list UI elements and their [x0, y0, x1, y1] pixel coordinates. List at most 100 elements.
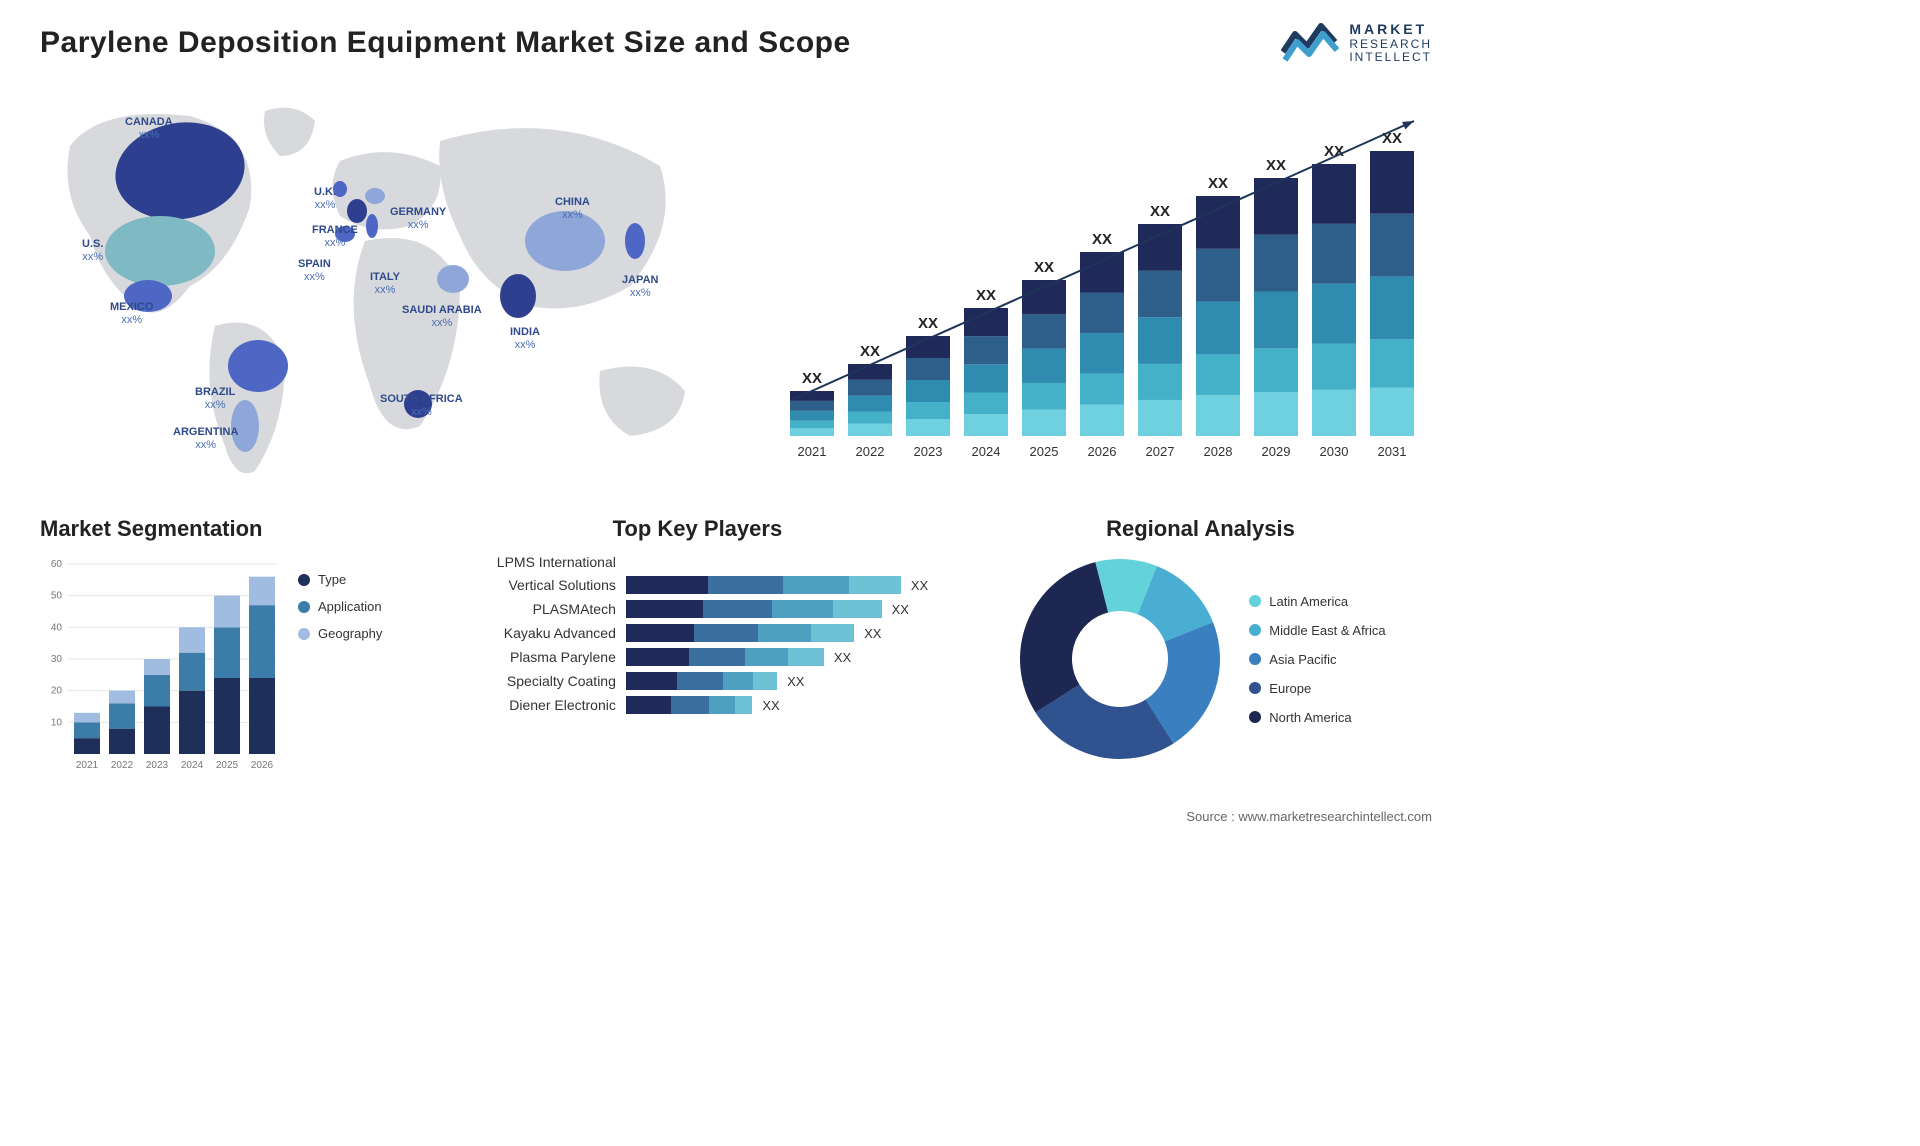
player-bar — [626, 576, 901, 594]
brand-logo: MARKET RESEARCH INTELLECT — [1281, 20, 1432, 66]
player-label: LPMS International — [466, 554, 626, 570]
svg-text:XX: XX — [1266, 157, 1286, 174]
map-label-germany: GERMANYxx% — [390, 206, 446, 232]
map-label-spain: SPAINxx% — [298, 258, 331, 284]
segmentation-panel: Market Segmentation 10203040506020212022… — [40, 516, 426, 779]
svg-text:30: 30 — [51, 654, 63, 665]
svg-text:XX: XX — [1150, 203, 1170, 220]
regional-legend-item: Europe — [1249, 681, 1385, 696]
svg-text:XX: XX — [1208, 175, 1228, 192]
logo-text-2: RESEARCH — [1349, 38, 1432, 51]
header: Parylene Deposition Equipment Market Siz… — [0, 0, 1472, 66]
segmentation-title: Market Segmentation — [40, 516, 426, 542]
map-label-france: FRANCExx% — [312, 224, 358, 250]
player-row: PLASMAtech XX — [466, 600, 929, 618]
svg-text:50: 50 — [51, 591, 63, 602]
svg-text:2026: 2026 — [1088, 444, 1117, 459]
regional-legend-item: Latin America — [1249, 594, 1385, 609]
player-bar — [626, 624, 854, 642]
svg-text:2026: 2026 — [251, 760, 274, 771]
key-players-chart: LPMS InternationalVertical SolutionsXXPL… — [466, 554, 929, 714]
map-label-canada: CANADAxx% — [125, 116, 173, 142]
player-row: Specialty Coating XX — [466, 672, 929, 690]
regional-legend: Latin America Middle East & Africa Asia Pa… — [1249, 594, 1385, 725]
map-label-us: U.S.xx% — [82, 238, 103, 264]
player-label: Vertical Solutions — [466, 577, 626, 593]
map-label-japan: JAPANxx% — [622, 274, 658, 300]
svg-text:2024: 2024 — [181, 760, 204, 771]
player-label: PLASMAtech — [466, 601, 626, 617]
player-label: Specialty Coating — [466, 673, 626, 689]
player-row: Kayaku Advanced XX — [466, 624, 929, 642]
segmentation-legend: TypeApplicationGeography — [298, 554, 382, 779]
svg-text:2021: 2021 — [798, 444, 827, 459]
logo-text-3: INTELLECT — [1349, 51, 1432, 64]
source-attribution: Source : www.marketresearchintellect.com — [1186, 809, 1432, 824]
regional-donut-chart — [1015, 554, 1225, 764]
regional-legend-item: Asia Pacific — [1249, 652, 1385, 667]
regional-panel: Regional Analysis Latin America Middle Ea… — [969, 516, 1432, 779]
player-label: Plasma Parylene — [466, 649, 626, 665]
player-row: Diener ElectronicXX — [466, 696, 929, 714]
svg-text:2027: 2027 — [1146, 444, 1175, 459]
forecast-bar-chart: 2021 XX 2022 XX 2023 XX 2024 XX 2025 XX 2026 XX 2027… — [772, 86, 1432, 476]
svg-text:XX: XX — [1034, 259, 1054, 276]
seg-legend-type: Type — [298, 572, 382, 587]
svg-text:2030: 2030 — [1320, 444, 1349, 459]
player-value: XX — [834, 650, 851, 665]
top-row: CANADAxx%U.S.xx%MEXICOxx%BRAZILxx%ARGENT… — [0, 66, 1472, 486]
bottom-row: Market Segmentation 10203040506020212022… — [0, 486, 1472, 779]
player-value: XX — [911, 578, 928, 593]
regional-legend-item: North America — [1249, 710, 1385, 725]
key-players-title: Top Key Players — [466, 516, 929, 542]
svg-text:2024: 2024 — [972, 444, 1001, 459]
svg-text:40: 40 — [51, 622, 63, 633]
svg-text:2023: 2023 — [146, 760, 169, 771]
svg-text:2029: 2029 — [1262, 444, 1291, 459]
map-label-southafrica: SOUTH AFRICAxx% — [380, 393, 463, 419]
logo-mark-icon — [1281, 20, 1339, 66]
svg-text:2028: 2028 — [1204, 444, 1233, 459]
svg-text:2031: 2031 — [1378, 444, 1407, 459]
player-bar — [626, 648, 824, 666]
svg-text:2022: 2022 — [111, 760, 134, 771]
svg-text:20: 20 — [51, 686, 63, 697]
player-value: XX — [892, 602, 909, 617]
svg-text:XX: XX — [802, 370, 822, 387]
map-label-mexico: MEXICOxx% — [110, 301, 153, 327]
map-label-italy: ITALYxx% — [370, 271, 400, 297]
player-value: XX — [864, 626, 881, 641]
svg-text:XX: XX — [918, 315, 938, 332]
player-label: Kayaku Advanced — [466, 625, 626, 641]
segmentation-chart: 102030405060202120222023202420252026 — [40, 554, 280, 779]
regional-title: Regional Analysis — [969, 516, 1432, 542]
player-bar — [626, 696, 752, 714]
svg-text:XX: XX — [1382, 130, 1402, 147]
svg-text:XX: XX — [1092, 231, 1112, 248]
player-label: Diener Electronic — [466, 697, 626, 713]
player-row: Plasma Parylene XX — [466, 648, 929, 666]
logo-text-1: MARKET — [1349, 22, 1432, 37]
svg-text:2025: 2025 — [1030, 444, 1059, 459]
player-row: LPMS International — [466, 554, 929, 570]
player-bar — [626, 600, 882, 618]
svg-text:XX: XX — [976, 287, 996, 304]
player-row: Vertical Solutions XX — [466, 576, 929, 594]
player-bar — [626, 672, 777, 690]
seg-legend-geography: Geography — [298, 626, 382, 641]
svg-text:2022: 2022 — [856, 444, 885, 459]
svg-text:2025: 2025 — [216, 760, 239, 771]
player-value: XX — [787, 674, 804, 689]
map-label-india: INDIAxx% — [510, 326, 540, 352]
page-title: Parylene Deposition Equipment Market Siz… — [40, 26, 851, 60]
map-label-saudiarabia: SAUDI ARABIAxx% — [402, 304, 482, 330]
key-players-panel: Top Key Players LPMS International Vertic… — [466, 516, 929, 779]
world-map-panel: CANADAxx%U.S.xx%MEXICOxx%BRAZILxx%ARGENT… — [40, 86, 742, 486]
map-label-uk: U.K.xx% — [314, 186, 336, 212]
svg-text:2023: 2023 — [914, 444, 943, 459]
svg-text:10: 10 — [51, 717, 63, 728]
regional-legend-item: Middle East & Africa — [1249, 623, 1385, 638]
svg-text:XX: XX — [860, 343, 880, 360]
svg-text:60: 60 — [51, 559, 63, 570]
map-label-brazil: BRAZILxx% — [195, 386, 235, 412]
